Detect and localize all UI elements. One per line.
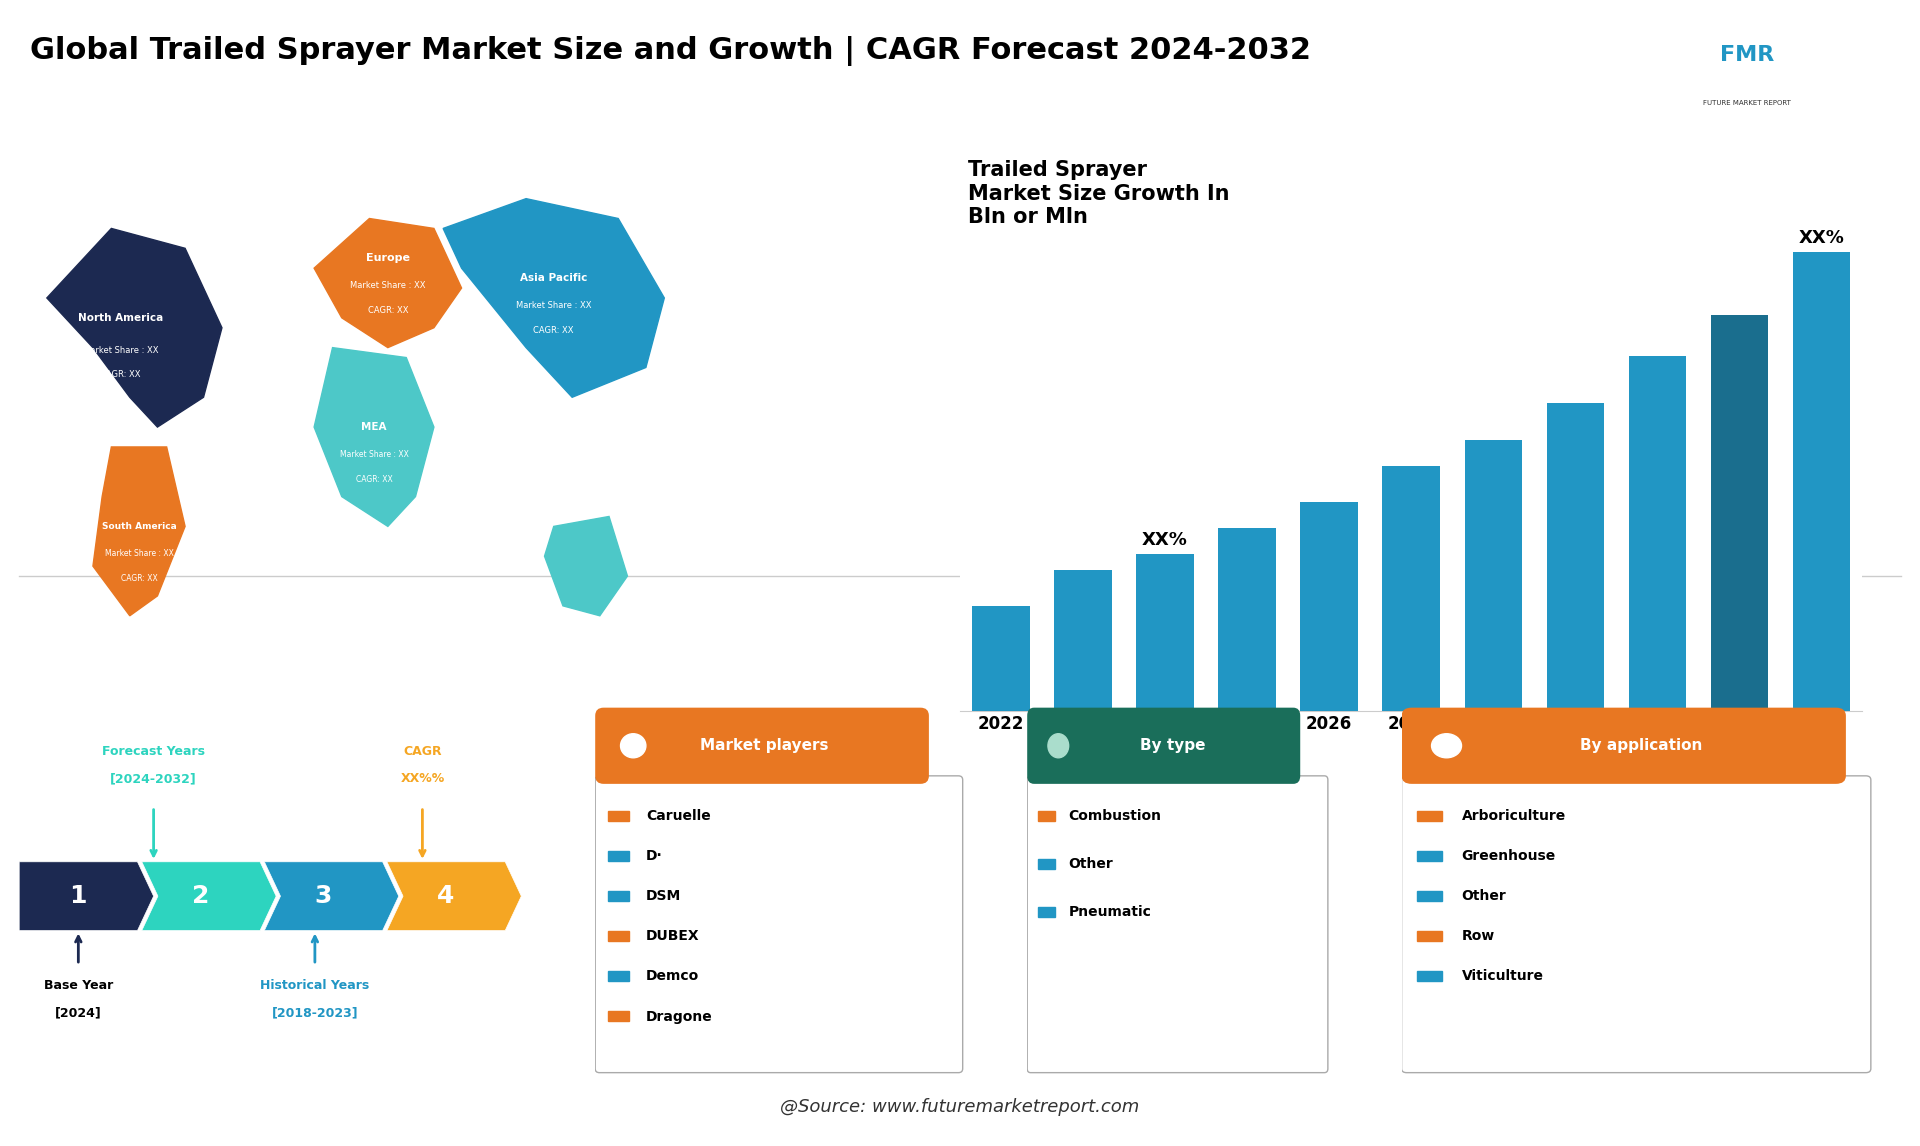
Text: Market Share : XX: Market Share : XX <box>83 346 157 354</box>
Text: Market players: Market players <box>701 738 828 753</box>
Text: Greenhouse: Greenhouse <box>1461 849 1555 863</box>
Text: [2018-2023]: [2018-2023] <box>271 1006 359 1019</box>
Bar <box>1219 528 1277 711</box>
Bar <box>609 810 630 821</box>
Polygon shape <box>388 862 522 931</box>
Circle shape <box>1048 733 1069 758</box>
FancyBboxPatch shape <box>595 707 929 784</box>
Polygon shape <box>142 862 276 931</box>
Bar <box>609 1011 630 1021</box>
Bar <box>1037 906 1054 917</box>
Text: Caruelle: Caruelle <box>645 809 710 823</box>
Text: Market Share : XX: Market Share : XX <box>349 281 426 290</box>
Bar <box>1037 810 1054 821</box>
Bar <box>1793 252 1851 711</box>
Bar <box>1628 356 1686 711</box>
Bar <box>1417 890 1442 901</box>
Text: FMR: FMR <box>1720 45 1774 65</box>
Text: Row: Row <box>1461 929 1496 943</box>
Bar <box>609 850 630 861</box>
Text: Global Trailed Sprayer Market Size and Growth | CAGR Forecast 2024-2032: Global Trailed Sprayer Market Size and G… <box>31 36 1311 66</box>
Text: Dragone: Dragone <box>645 1010 712 1023</box>
Text: [2024]: [2024] <box>56 1006 102 1019</box>
Bar <box>1037 858 1054 869</box>
Text: CAGR: XX: CAGR: XX <box>367 306 409 315</box>
Text: CAGR: XX: CAGR: XX <box>355 474 392 484</box>
Text: Arboriculture: Arboriculture <box>1461 809 1565 823</box>
Bar <box>609 931 630 941</box>
FancyBboxPatch shape <box>1027 707 1300 784</box>
Text: 3: 3 <box>315 885 332 908</box>
Text: DUBEX: DUBEX <box>645 929 699 943</box>
Text: XX%: XX% <box>1799 229 1845 246</box>
Text: Trailed Sprayer
Market Size Growth In
Bln or Mln: Trailed Sprayer Market Size Growth In Bl… <box>968 160 1229 227</box>
Text: Europe: Europe <box>367 253 409 264</box>
Polygon shape <box>92 447 184 615</box>
Polygon shape <box>315 347 434 526</box>
Text: Other: Other <box>1461 889 1507 903</box>
Text: 2: 2 <box>192 885 209 908</box>
Text: @Source: www.futuremarketreport.com: @Source: www.futuremarketreport.com <box>780 1098 1140 1116</box>
Bar <box>1300 502 1357 711</box>
Text: MEA: MEA <box>361 422 386 432</box>
Text: FUTURE MARKET REPORT: FUTURE MARKET REPORT <box>1703 100 1791 107</box>
Bar <box>1417 971 1442 981</box>
Text: CAGR: XX: CAGR: XX <box>534 325 574 335</box>
Text: Base Year: Base Year <box>44 979 113 991</box>
Polygon shape <box>46 228 223 427</box>
Bar <box>609 890 630 901</box>
Text: D·: D· <box>645 849 662 863</box>
Bar <box>972 606 1029 711</box>
Polygon shape <box>315 219 461 347</box>
Text: South America: South America <box>102 521 177 531</box>
Text: Other: Other <box>1069 857 1114 871</box>
Bar <box>1711 315 1768 711</box>
Circle shape <box>1432 733 1461 758</box>
Text: XX%%: XX%% <box>399 772 445 785</box>
Bar <box>1417 931 1442 941</box>
Bar <box>1382 465 1440 711</box>
Text: Market Share : XX: Market Share : XX <box>516 301 591 309</box>
Text: 4: 4 <box>438 885 455 908</box>
Bar <box>1417 810 1442 821</box>
FancyBboxPatch shape <box>1402 707 1845 784</box>
Bar <box>1465 440 1523 711</box>
Text: By application: By application <box>1580 738 1703 753</box>
Bar <box>1417 850 1442 861</box>
Text: Market Share : XX: Market Share : XX <box>340 450 409 458</box>
Bar <box>1137 555 1194 711</box>
Bar <box>1054 570 1112 711</box>
Polygon shape <box>19 862 154 931</box>
Text: CAGR: CAGR <box>403 745 442 758</box>
Text: Demco: Demco <box>645 970 699 983</box>
Circle shape <box>620 733 645 758</box>
Text: 1: 1 <box>69 885 86 908</box>
Polygon shape <box>444 198 664 398</box>
Bar <box>1548 403 1603 711</box>
Text: Forecast Years: Forecast Years <box>102 745 205 758</box>
Polygon shape <box>545 517 628 615</box>
Bar <box>609 971 630 981</box>
Text: By type: By type <box>1140 738 1206 753</box>
Text: Asia Pacific: Asia Pacific <box>520 273 588 283</box>
Text: Combustion: Combustion <box>1069 809 1162 823</box>
Text: Market Share : XX: Market Share : XX <box>104 549 173 558</box>
Text: CAGR: XX: CAGR: XX <box>100 370 140 379</box>
Text: Pneumatic: Pneumatic <box>1069 905 1152 919</box>
Text: XX%: XX% <box>1142 531 1188 549</box>
Text: Viticulture: Viticulture <box>1461 970 1544 983</box>
Text: CAGR: XX: CAGR: XX <box>121 574 157 583</box>
Text: Historical Years: Historical Years <box>261 979 369 991</box>
Text: DSM: DSM <box>645 889 682 903</box>
Text: North America: North America <box>79 313 163 323</box>
Polygon shape <box>265 862 399 931</box>
Text: [2024-2032]: [2024-2032] <box>109 772 198 785</box>
